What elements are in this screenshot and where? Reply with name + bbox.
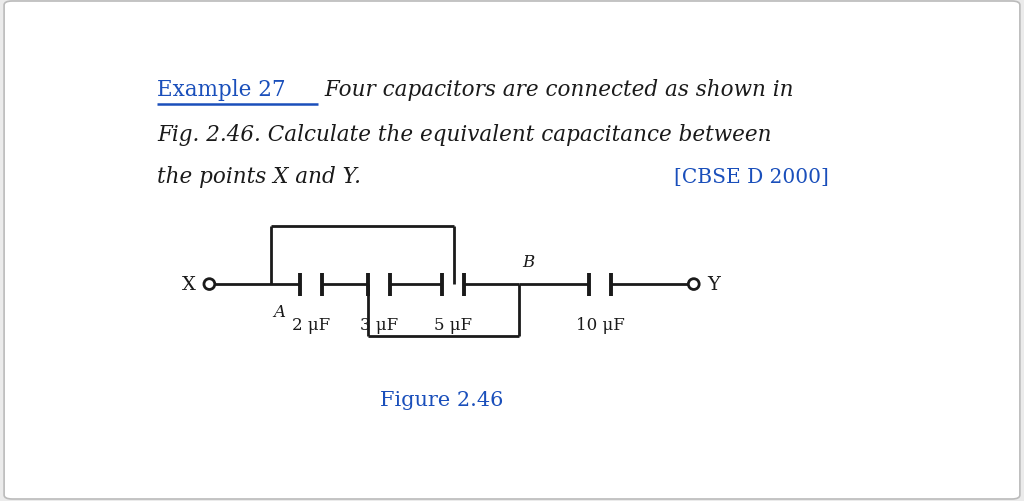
Text: B: B	[522, 254, 535, 271]
Text: 5 μF: 5 μF	[433, 317, 472, 334]
Text: 3 μF: 3 μF	[360, 317, 398, 334]
Text: 2 μF: 2 μF	[292, 317, 330, 334]
Text: X: X	[181, 276, 196, 294]
Text: Fig. 2.46. Calculate the equivalent capacitance between: Fig. 2.46. Calculate the equivalent capa…	[158, 124, 772, 146]
Text: Y: Y	[707, 276, 720, 294]
Text: [CBSE D 2000]: [CBSE D 2000]	[675, 168, 829, 187]
Text: Example 27: Example 27	[158, 79, 286, 101]
Text: 10 μF: 10 μF	[575, 317, 625, 334]
Text: A: A	[273, 304, 286, 321]
Text: Figure 2.46: Figure 2.46	[380, 390, 504, 409]
Text: the points X and Y.: the points X and Y.	[158, 166, 361, 188]
Text: Four capacitors are connected as shown in: Four capacitors are connected as shown i…	[317, 79, 794, 101]
